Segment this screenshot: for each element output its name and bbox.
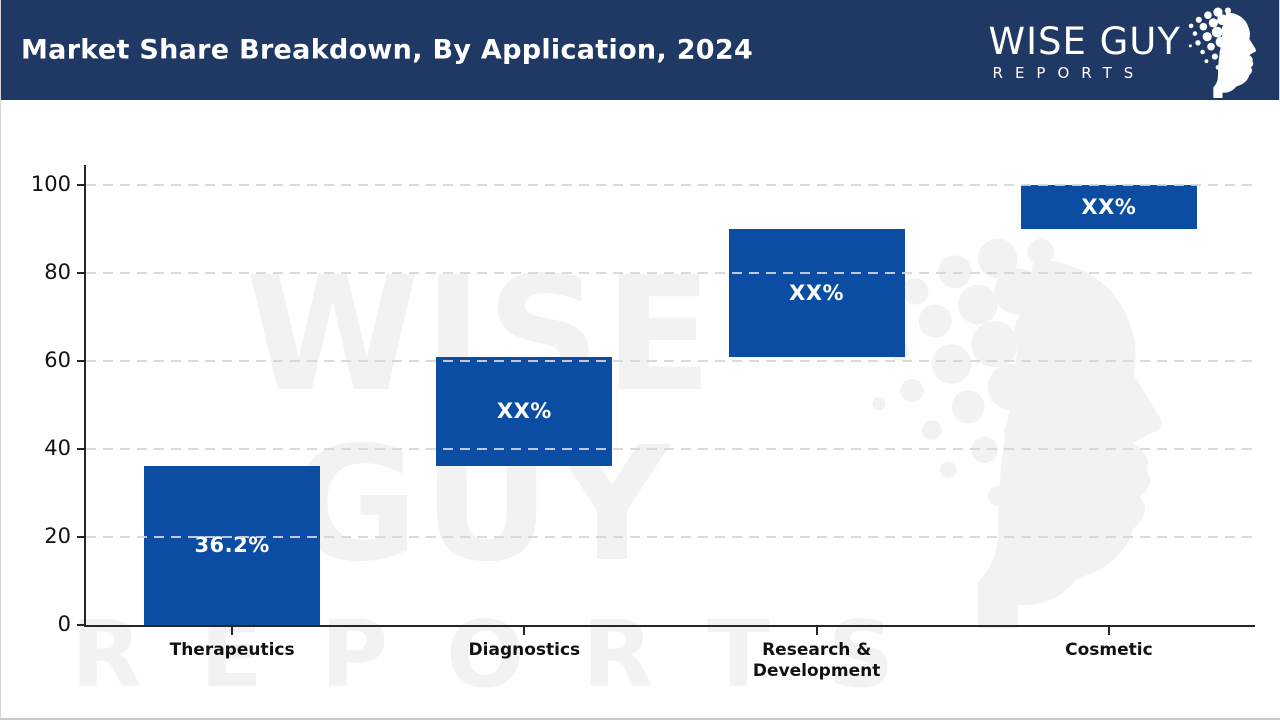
y-tick-label: 60 bbox=[44, 348, 71, 372]
gridline bbox=[86, 448, 1255, 450]
brand-subtitle: REPORTS bbox=[992, 63, 1146, 82]
x-tick-mark bbox=[815, 627, 818, 635]
y-tick-label: 100 bbox=[30, 172, 71, 196]
bar-segment: 36.2% bbox=[144, 465, 321, 625]
x-tick-mark bbox=[523, 627, 526, 635]
brand-logo: WISE GUY REPORTS bbox=[989, 6, 1267, 98]
x-tick-mark bbox=[231, 627, 234, 635]
page-title: Market Share Breakdown, By Application, … bbox=[21, 34, 754, 66]
y-tick-mark bbox=[77, 536, 84, 538]
y-tick-label: 40 bbox=[44, 436, 71, 460]
gridline bbox=[86, 272, 1255, 274]
y-tick-mark bbox=[77, 184, 84, 186]
bar-segment: XX% bbox=[436, 356, 613, 466]
head-profile-logo-icon bbox=[1188, 7, 1256, 98]
bar-value-label: XX% bbox=[496, 399, 552, 424]
x-tick-label: Diagnostics bbox=[468, 640, 581, 660]
chart: WISE GUY REPORTS 36.2% XX% XX% XX% 0 20 40 60 80… bbox=[1, 100, 1280, 718]
gridline bbox=[86, 536, 1255, 538]
gridline bbox=[86, 360, 1255, 362]
gridline bbox=[86, 184, 1255, 186]
y-tick-mark bbox=[77, 448, 84, 450]
y-tick-mark bbox=[77, 360, 84, 362]
x-axis-line bbox=[84, 625, 1255, 627]
brand-logo-text: WISE GUY REPORTS bbox=[988, 19, 1181, 83]
y-tick-mark bbox=[77, 624, 84, 626]
y-tick-mark bbox=[77, 272, 84, 274]
brand-name: WISE GUY bbox=[988, 19, 1181, 63]
header: Market Share Breakdown, By Application, … bbox=[1, 0, 1279, 100]
x-tick-label: Therapeutics bbox=[169, 640, 295, 660]
y-axis-line bbox=[84, 165, 86, 627]
y-tick-label: 20 bbox=[44, 524, 71, 548]
bar-segment: XX% bbox=[1020, 185, 1197, 229]
bar-value-label: XX% bbox=[789, 280, 845, 305]
bar-segment: XX% bbox=[728, 229, 905, 357]
x-tick-label: Research & Development bbox=[752, 640, 881, 681]
y-tick-label: 0 bbox=[57, 612, 71, 636]
plot-area: 36.2% XX% XX% XX% 0 20 40 60 80 100 Therapeutics Di… bbox=[1, 100, 1280, 718]
y-tick-label: 80 bbox=[44, 260, 71, 284]
bar-value-label: XX% bbox=[1081, 195, 1137, 219]
x-tick-mark bbox=[1107, 627, 1110, 635]
x-tick-label: Cosmetic bbox=[1065, 640, 1153, 660]
